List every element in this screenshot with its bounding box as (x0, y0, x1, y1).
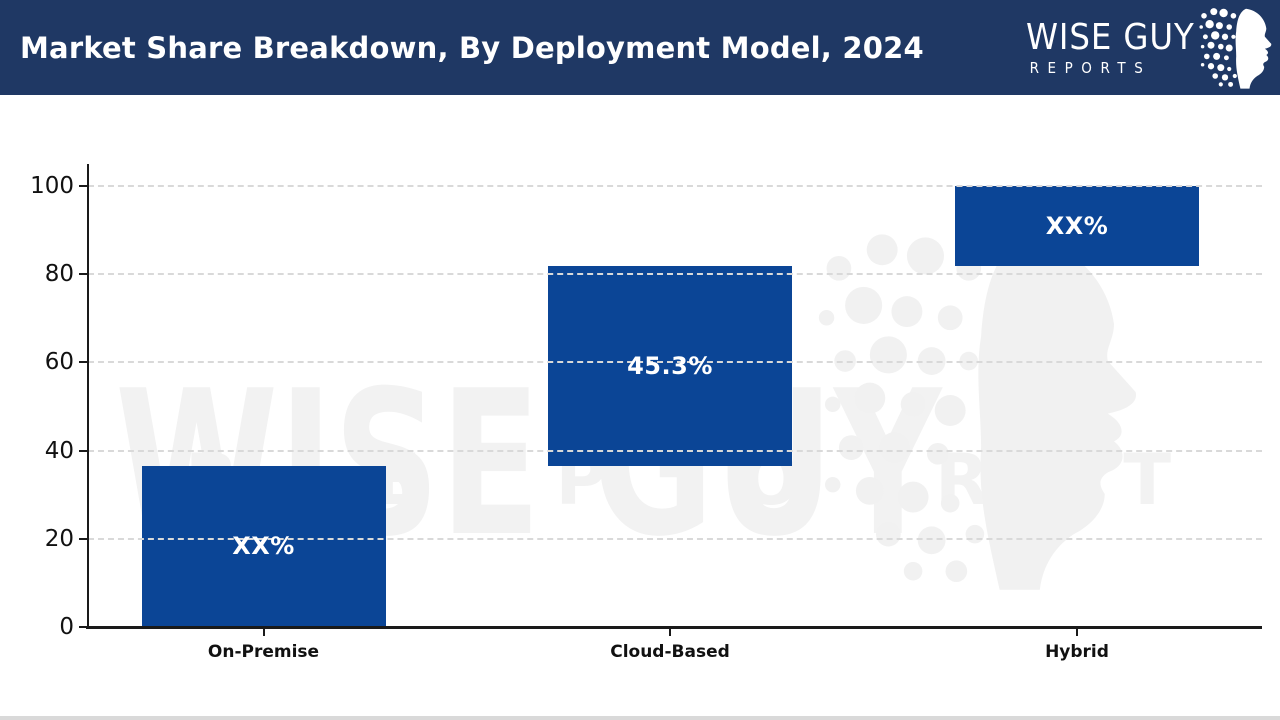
x-tick-mark (262, 628, 265, 636)
grid-line (88, 273, 1262, 276)
header-banner: Market Share Breakdown, By Deployment Mo… (0, 0, 1280, 95)
logo-text: WISE GUY REPORTS (1025, 16, 1195, 77)
y-tick-label: 80 (44, 261, 74, 288)
chart-title: Market Share Breakdown, By Deployment Mo… (20, 30, 924, 65)
y-tick-mark (79, 449, 87, 452)
y-tick-mark (79, 626, 87, 628)
y-tick-mark (79, 361, 87, 364)
x-tick-mark (1076, 628, 1078, 636)
logo-wordmark: WISE GUY (1025, 16, 1195, 58)
x-axis-line (86, 626, 1262, 629)
x-category-label-on-premise: On-Premise (207, 642, 320, 662)
y-tick-mark (79, 185, 87, 188)
y-tick-mark (79, 537, 87, 540)
y-axis-line (86, 164, 89, 629)
logo-subtext: REPORTS (1029, 58, 1151, 77)
grid-line (88, 449, 1262, 452)
x-category-label-cloud-based: Cloud-Based (610, 642, 730, 662)
y-tick-label: 40 (44, 437, 74, 464)
y-tick-label: 100 (30, 173, 74, 200)
bar-value-label-on-premise: XX% (232, 532, 295, 561)
grid-line (88, 361, 1262, 364)
y-tick-mark (79, 273, 87, 276)
y-tick-label: 0 (59, 614, 74, 640)
plot-area: WISE GUY R E P O R T S XX%45.3%XX%020406… (0, 95, 1280, 716)
bar-on-premise (141, 465, 386, 627)
wise-guy-logo: WISE GUY REPORTS (1026, 0, 1275, 95)
grid-line (88, 537, 1262, 540)
bar-hybrid (955, 186, 1199, 266)
bar-value-label-hybrid: XX% (1045, 211, 1109, 240)
bar-cloud-based (548, 265, 792, 466)
x-tick-mark (669, 628, 671, 636)
dotted-head-icon (1199, 7, 1272, 89)
y-tick-label: 20 (44, 525, 74, 552)
grid-line (88, 185, 1262, 188)
watermark-head-icon (818, 234, 1137, 590)
bar-value-label-cloud-based: 45.3% (627, 351, 713, 380)
x-category-label-hybrid: Hybrid (1045, 642, 1109, 662)
y-tick-label: 60 (44, 349, 74, 376)
